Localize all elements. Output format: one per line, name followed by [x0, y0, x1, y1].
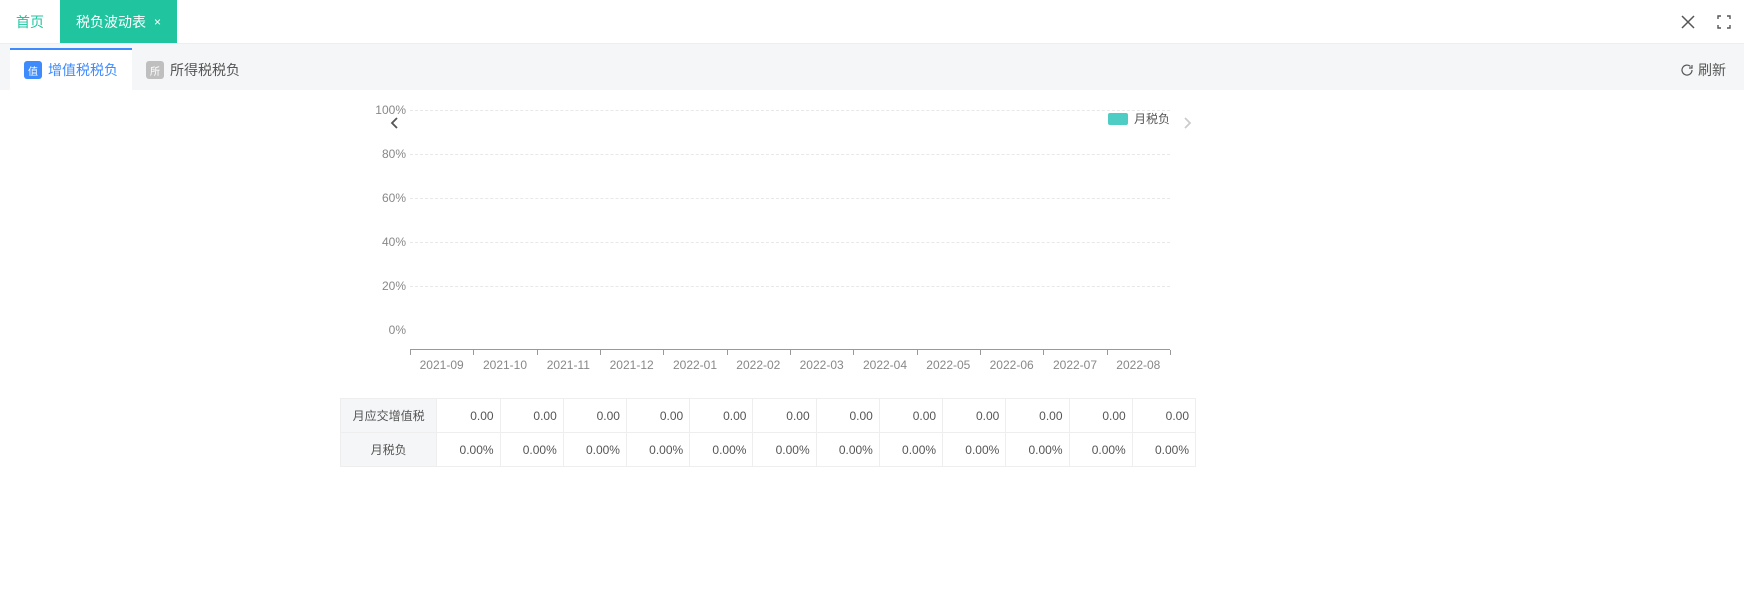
cell: 0.00: [879, 399, 942, 433]
x-axis: 2021-09 2021-10 2021-11 2021-12 2022-01 2022-…: [410, 350, 1170, 380]
subtab-income-label: 所得税税负: [170, 60, 240, 80]
close-panel-button[interactable]: [1676, 10, 1700, 34]
cell: 0.00%: [626, 433, 689, 467]
x-axis-label: 2022-08: [1116, 358, 1160, 372]
sub-tab-bar: 值 增值税税负 所 所得税税负 刷新: [0, 44, 1744, 90]
cell: 0.00: [816, 399, 879, 433]
subtab-vat[interactable]: 值 增值税税负: [10, 48, 132, 90]
y-gridline: [410, 154, 1170, 155]
cell: 0.00%: [1069, 433, 1132, 467]
income-badge-icon: 所: [146, 61, 164, 79]
cell: 0.00%: [879, 433, 942, 467]
table-row: 月应交增值税 0.00 0.00 0.00 0.00 0.00 0.00 0.0…: [341, 399, 1196, 433]
data-table: 月应交增值税 0.00 0.00 0.00 0.00 0.00 0.00 0.0…: [340, 398, 1196, 467]
y-axis-label: 60%: [368, 191, 406, 205]
x-tick: [600, 350, 601, 355]
x-tick: [1043, 350, 1044, 355]
y-axis-label: 80%: [368, 147, 406, 161]
x-axis-label: 2022-01: [673, 358, 717, 372]
chart-next-button[interactable]: [1182, 116, 1192, 133]
y-axis-label: 0%: [368, 323, 406, 337]
x-tick: [537, 350, 538, 355]
x-tick: [727, 350, 728, 355]
cell: 0.00: [690, 399, 753, 433]
tab-tax-fluctuation-label: 税负波动表: [76, 12, 146, 32]
tab-home-label: 首页: [16, 12, 44, 32]
row-header-monthly-burden: 月税负: [341, 433, 437, 467]
page-tabs: 首页 税负波动表 ×: [0, 0, 177, 43]
x-axis-label: 2022-06: [990, 358, 1034, 372]
refresh-button[interactable]: 刷新: [1680, 60, 1726, 80]
x-axis-label: 2022-04: [863, 358, 907, 372]
row-header-vat-payable: 月应交增值税: [341, 399, 437, 433]
y-gridline: [410, 286, 1170, 287]
x-tick: [1107, 350, 1108, 355]
chart-prev-button[interactable]: [390, 116, 400, 133]
cell: 0.00%: [690, 433, 753, 467]
x-axis-label: 2022-05: [926, 358, 970, 372]
y-gridline: [410, 198, 1170, 199]
y-gridline: [410, 110, 1170, 111]
y-axis-label: 40%: [368, 235, 406, 249]
tab-home[interactable]: 首页: [0, 0, 60, 43]
x-axis-label: 2021-11: [547, 358, 590, 372]
top-bar: 首页 税负波动表 ×: [0, 0, 1744, 44]
cell: 0.00: [626, 399, 689, 433]
x-axis-label: 2022-07: [1053, 358, 1097, 372]
cell: 0.00%: [1132, 433, 1195, 467]
x-tick: [663, 350, 664, 355]
cell: 0.00: [1069, 399, 1132, 433]
refresh-icon: [1680, 63, 1694, 77]
content-area: 月税负 0%20%40%60%80%100% 2021-092021-10202…: [0, 90, 1744, 467]
x-axis-label: 2021-12: [610, 358, 654, 372]
table-row: 月税负 0.00% 0.00% 0.00% 0.00% 0.00% 0.00% …: [341, 433, 1196, 467]
x-tick: [853, 350, 854, 355]
x-tick: [790, 350, 791, 355]
cell: 0.00: [1006, 399, 1069, 433]
cell: 0.00%: [437, 433, 500, 467]
x-tick: [473, 350, 474, 355]
subbar-right: 刷新: [1680, 60, 1734, 90]
refresh-label: 刷新: [1698, 60, 1726, 80]
cell: 0.00%: [943, 433, 1006, 467]
subtab-vat-label: 增值税税负: [48, 60, 118, 80]
cell: 0.00: [753, 399, 816, 433]
x-axis-label: 2022-02: [736, 358, 780, 372]
x-tick: [917, 350, 918, 355]
x-axis-label: 2021-09: [420, 358, 464, 372]
x-tick: [1170, 350, 1171, 355]
chart-plot: 0%20%40%60%80%100%: [410, 110, 1170, 350]
cell: 0.00%: [753, 433, 816, 467]
x-tick: [410, 350, 411, 355]
cell: 0.00: [943, 399, 1006, 433]
tab-tax-fluctuation[interactable]: 税负波动表 ×: [60, 0, 177, 43]
cell: 0.00: [1132, 399, 1195, 433]
fullscreen-icon[interactable]: [1712, 10, 1736, 34]
y-axis-label: 100%: [368, 103, 406, 117]
close-icon[interactable]: ×: [154, 15, 161, 29]
cell: 0.00%: [500, 433, 563, 467]
subtab-income[interactable]: 所 所得税税负: [132, 50, 254, 90]
cell: 0.00%: [563, 433, 626, 467]
x-axis-label: 2022-03: [800, 358, 844, 372]
x-axis-label: 2021-10: [483, 358, 527, 372]
x-tick: [980, 350, 981, 355]
chart-container: 月税负 0%20%40%60%80%100% 2021-092021-10202…: [10, 110, 1190, 380]
y-axis-label: 20%: [368, 279, 406, 293]
cell: 0.00: [563, 399, 626, 433]
cell: 0.00: [437, 399, 500, 433]
cell: 0.00%: [816, 433, 879, 467]
cell: 0.00%: [1006, 433, 1069, 467]
topbar-right: [1676, 0, 1744, 43]
vat-badge-icon: 值: [24, 61, 42, 79]
y-gridline: [410, 242, 1170, 243]
cell: 0.00: [500, 399, 563, 433]
